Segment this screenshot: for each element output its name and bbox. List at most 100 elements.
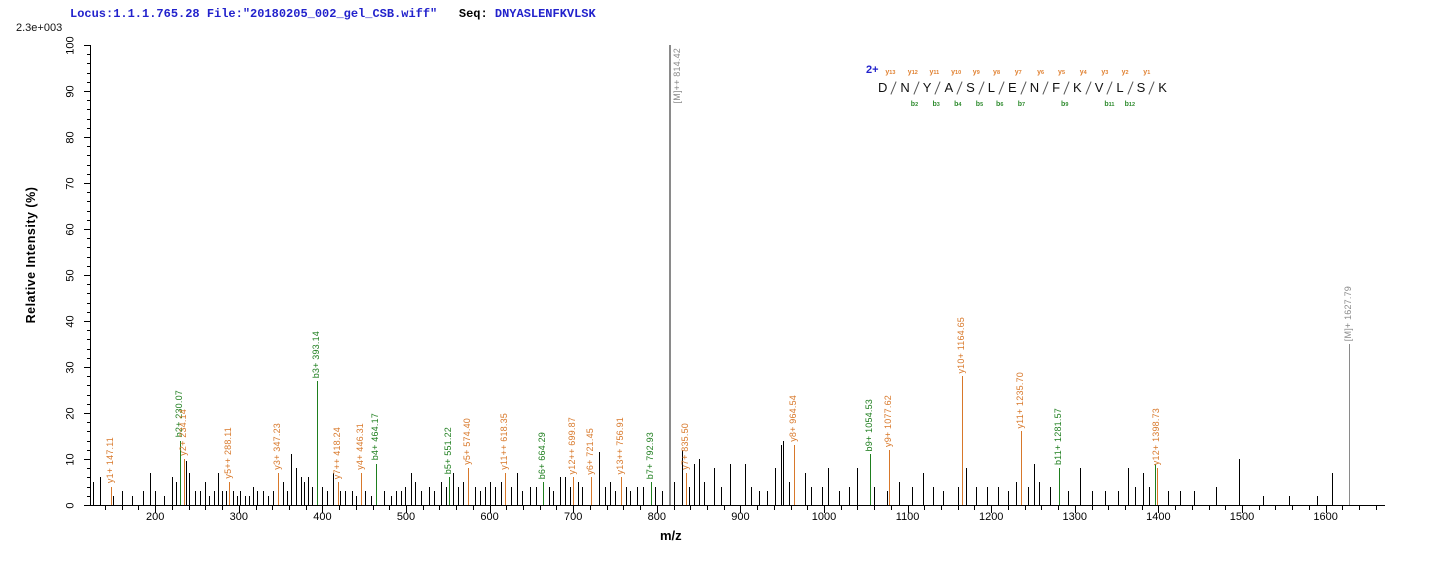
peak [287,491,289,505]
peak [997,486,999,505]
x-minor-tick [372,506,374,510]
peak [263,491,265,505]
peak [553,491,555,505]
y-minor-tick [87,118,90,120]
x-minor-tick [1141,506,1143,510]
peak-y_ion [573,477,575,505]
peak [751,486,753,505]
x-major-tick [1242,506,1243,513]
peak [273,491,275,505]
cleavage-slash [913,81,920,95]
peak [694,463,696,505]
y-major-tick [84,275,90,276]
y-minor-tick [87,192,90,194]
peak [874,486,876,505]
cleavage-slash [956,81,963,95]
y-major-tick [84,413,90,414]
y-major-tick [84,45,90,46]
x-minor-tick [924,506,926,510]
peak-y_ion [183,459,185,505]
x-minor-tick [690,506,692,510]
peak [1038,482,1040,505]
b-ion-label: b2 [910,101,919,108]
peak-y_ion [961,376,963,505]
y-tick-label: 30 [64,361,77,374]
x-major-tick [740,506,742,513]
peak-y_ion [361,472,363,505]
y-minor-tick [87,376,90,378]
peak [501,482,503,505]
peak [714,468,716,505]
x-tick-label: 200 [146,511,165,523]
residue-letter: L [987,80,996,95]
x-minor-tick [556,506,558,510]
x-tick-label: 800 [647,511,666,523]
y-ion-label: y4 [1079,69,1087,76]
x-minor-tick [840,506,842,510]
x-minor-tick [1225,506,1227,510]
x-tick-label: 300 [229,511,248,523]
peak-label: y11++ 618.35 [498,413,509,470]
peak-y_ion [620,477,622,505]
peak [163,495,165,505]
peak [636,486,638,505]
peak [604,486,606,505]
peak [283,482,285,505]
x-minor-tick [188,506,190,510]
peak [296,468,298,505]
y-tick-label: 50 [64,269,77,282]
peak [922,472,924,505]
peak-b_ion [448,477,450,505]
peak [226,491,228,505]
x-tick-label: 400 [313,511,332,523]
b-ion-label: b12 [1124,101,1136,108]
residue-letter: E [1008,80,1017,95]
peak-label: y9+ 1077.62 [882,394,893,447]
y-ion-label: y7 [1014,69,1022,76]
y-ion-label: y10 [951,69,962,76]
residue-letter: S [1136,80,1146,95]
x-tick-label: 1300 [1062,511,1088,523]
residue-letter: D [878,80,888,95]
y-minor-tick [87,468,90,470]
x-minor-tick [1175,506,1177,510]
peak-b_ion [650,482,652,505]
peak [300,477,302,505]
y-minor-tick [87,486,90,488]
b-ion-label: b3 [932,101,940,108]
y-major-tick [84,505,90,506]
peak-y_ion [591,477,593,505]
peak [1193,491,1195,505]
y-ion-label: y5 [1058,69,1066,76]
x-axis-title: m/z [660,528,682,543]
peak [744,463,746,505]
x-minor-tick [1191,506,1193,510]
peak [446,486,448,505]
peak [849,486,851,505]
x-major-tick [824,506,825,513]
peak [729,463,731,505]
residue-letter: Y [922,80,932,95]
peak [536,486,538,505]
peak [673,482,675,505]
x-tick-label: 1400 [1146,511,1171,523]
x-minor-tick [389,506,391,510]
y-ion-label: y6 [1037,69,1045,76]
peak-y_ion [888,449,890,505]
peak [886,491,888,505]
residue-letter: F [1052,80,1061,95]
y-major-tick [84,367,90,368]
peak [987,486,989,505]
y-minor-tick [87,109,90,111]
peak [244,495,246,505]
peak [240,491,242,505]
peak [1262,495,1264,505]
cleavage-slash [1063,81,1070,95]
x-minor-tick [1342,506,1344,510]
x-minor-tick [1124,506,1126,510]
y-minor-tick [87,164,90,166]
y-minor-tick [87,293,90,295]
y-minor-tick [87,201,90,203]
peak [355,495,357,505]
peak [578,482,580,505]
